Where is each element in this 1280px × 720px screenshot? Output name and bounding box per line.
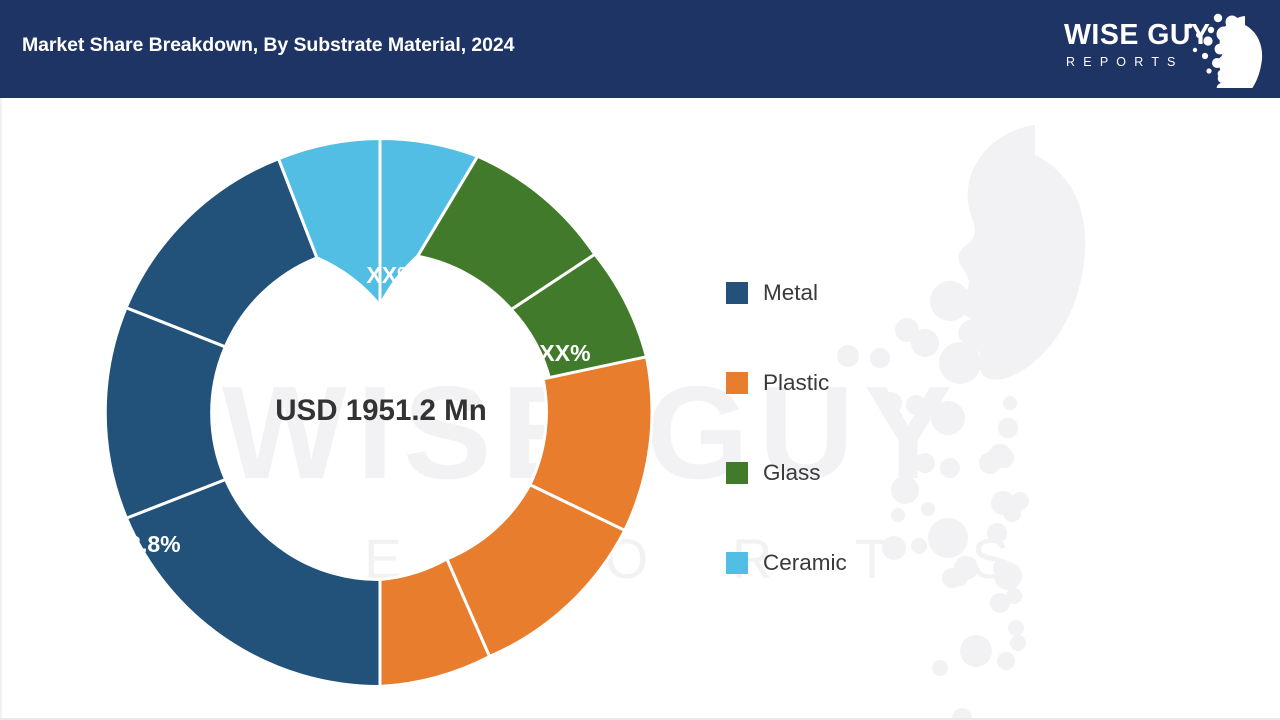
slice-glass[interactable]: XX% [415,154,649,392]
legend-swatch-ceramic [726,552,748,574]
legend-swatch-glass [726,462,748,484]
wise-guy-reports-logo: WISE GUY R E P O R T S [1064,13,1263,88]
legend-item-glass[interactable]: Glass [726,428,976,518]
slice-ceramic[interactable]: XX% [276,136,480,310]
chart-header: Market Share Breakdown, By Substrate Mat… [0,0,1280,98]
slice-label-metal: 43.8% [115,531,180,557]
slice-label-ceramic: XX% [366,262,417,288]
donut-chart-svg: 43.8% XX% XX% [103,136,654,689]
slice-metal[interactable]: 43.8% [103,156,382,689]
legend-label-metal: Metal [763,280,819,305]
legend-label-ceramic: Ceramic [763,550,847,575]
legend-swatch-metal [726,282,748,304]
legend-swatch-plastic [726,372,748,394]
donut-chart: 43.8% XX% XX% [0,98,1280,720]
chart-body: WISE GUY R E P O R T S [0,98,1280,720]
chart-legend: Metal Plastic Glass Ceramic [726,248,976,608]
donut-center-label: USD 1951.2 Mn [275,394,487,427]
logo-head-profile-icon [1187,13,1263,88]
logo-wordmark-secondary: R E P O R T S [1066,55,1178,69]
slice-plastic[interactable]: XX% [378,354,654,689]
bottom-divider [0,718,1280,720]
legend-label-plastic: Plastic [763,370,830,395]
slice-label-plastic: XX% [537,647,588,673]
legend-item-plastic[interactable]: Plastic [726,338,976,428]
legend-item-ceramic[interactable]: Ceramic [726,518,976,608]
slice-label-glass: XX% [539,340,590,366]
left-divider [0,98,2,720]
legend-label-glass: Glass [763,460,821,485]
page-title: Market Share Breakdown, By Substrate Mat… [22,34,515,56]
legend-item-metal[interactable]: Metal [726,248,976,338]
logo-wordmark-primary: WISE GUY [1064,19,1211,51]
